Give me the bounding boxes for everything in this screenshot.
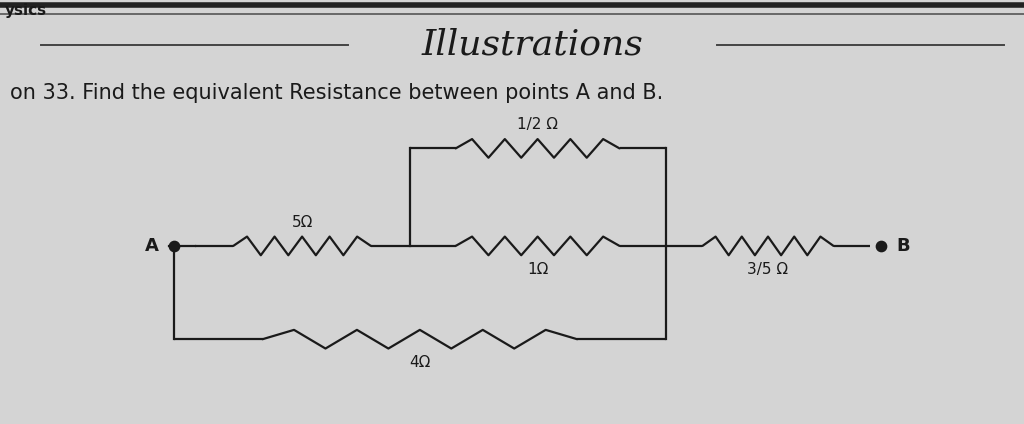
Text: 3/5 Ω: 3/5 Ω [748, 262, 788, 277]
Text: 1/2 Ω: 1/2 Ω [517, 117, 558, 132]
Text: 5Ω: 5Ω [292, 215, 312, 230]
Point [872, 243, 889, 249]
Text: ysics: ysics [5, 3, 47, 18]
Text: B: B [896, 237, 909, 255]
Text: Illustrations: Illustrations [422, 28, 643, 61]
Text: on 33. Find the equivalent Resistance between points A and B.: on 33. Find the equivalent Resistance be… [10, 83, 664, 103]
Text: 1Ω: 1Ω [527, 262, 548, 277]
Point [166, 243, 182, 249]
Text: A: A [144, 237, 159, 255]
Text: 4Ω: 4Ω [410, 355, 430, 370]
